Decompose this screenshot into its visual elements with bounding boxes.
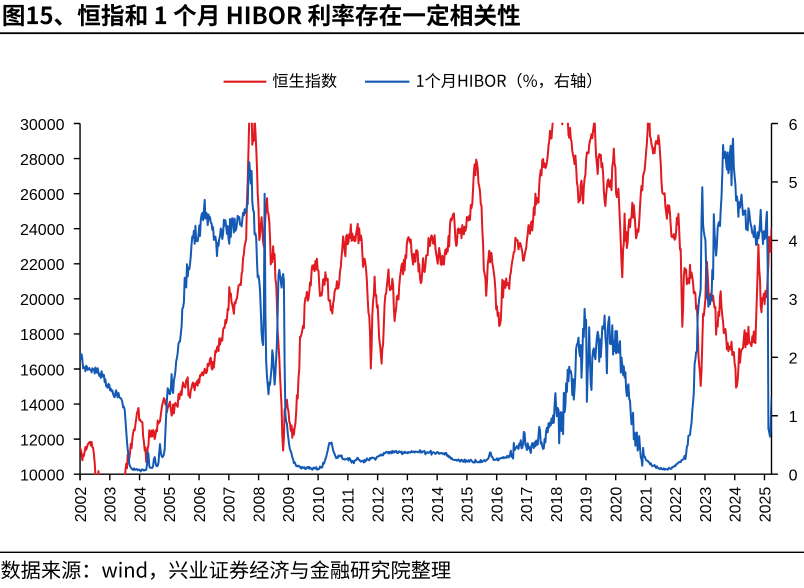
svg-text:2010: 2010 — [311, 487, 328, 523]
svg-text:2019: 2019 — [579, 487, 596, 523]
svg-text:26000: 26000 — [20, 187, 65, 204]
svg-text:6: 6 — [789, 117, 798, 134]
svg-text:30000: 30000 — [20, 117, 65, 134]
svg-text:4: 4 — [789, 234, 798, 251]
svg-text:16000: 16000 — [20, 362, 65, 379]
svg-text:2006: 2006 — [192, 487, 209, 523]
svg-text:2007: 2007 — [222, 487, 239, 523]
svg-text:2005: 2005 — [162, 487, 179, 523]
svg-text:22000: 22000 — [20, 257, 65, 274]
svg-text:2014: 2014 — [430, 487, 447, 523]
svg-text:18000: 18000 — [20, 327, 65, 344]
svg-text:3: 3 — [789, 292, 798, 309]
svg-text:2004: 2004 — [132, 487, 149, 523]
svg-text:2016: 2016 — [489, 487, 506, 523]
svg-text:2013: 2013 — [400, 487, 417, 523]
svg-text:2023: 2023 — [698, 487, 715, 523]
svg-text:2011: 2011 — [341, 488, 358, 523]
svg-text:28000: 28000 — [20, 152, 65, 169]
svg-text:2009: 2009 — [281, 487, 298, 523]
svg-text:2002: 2002 — [73, 487, 90, 523]
svg-text:2: 2 — [789, 351, 798, 368]
svg-text:2021: 2021 — [638, 487, 655, 523]
svg-text:2012: 2012 — [370, 487, 387, 523]
svg-text:2024: 2024 — [728, 487, 745, 523]
svg-text:5: 5 — [789, 175, 798, 192]
svg-text:2018: 2018 — [549, 487, 566, 523]
svg-text:20000: 20000 — [20, 292, 65, 309]
svg-text:2020: 2020 — [608, 487, 625, 523]
svg-text:14000: 14000 — [20, 397, 65, 414]
svg-text:12000: 12000 — [20, 432, 65, 449]
svg-text:2003: 2003 — [103, 487, 120, 523]
svg-text:1: 1 — [789, 409, 798, 426]
svg-text:2015: 2015 — [460, 487, 477, 523]
svg-text:24000: 24000 — [20, 222, 65, 239]
svg-text:2025: 2025 — [757, 487, 774, 523]
svg-text:0: 0 — [789, 468, 798, 485]
svg-text:2022: 2022 — [668, 487, 685, 523]
svg-text:2017: 2017 — [519, 487, 536, 523]
svg-text:10000: 10000 — [20, 468, 65, 485]
svg-text:2008: 2008 — [251, 487, 268, 523]
